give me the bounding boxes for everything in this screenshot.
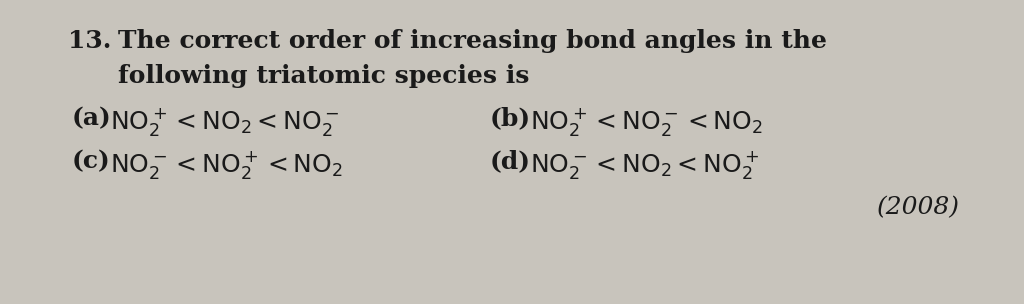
- Text: (c): (c): [72, 149, 111, 173]
- Text: $\mathrm{NO_2^-} < \mathrm{NO_2} < \mathrm{NO_2^+}$: $\mathrm{NO_2^-} < \mathrm{NO_2} < \math…: [530, 149, 760, 181]
- Text: (b): (b): [490, 106, 531, 130]
- Text: $\mathrm{NO_2^-} < \mathrm{NO_2^+} < \mathrm{NO_2}$: $\mathrm{NO_2^-} < \mathrm{NO_2^+} < \ma…: [110, 149, 343, 181]
- Text: (a): (a): [72, 106, 112, 130]
- Text: (2008): (2008): [877, 196, 961, 219]
- Text: $\mathrm{NO_2^+} < \mathrm{NO_2^-} < \mathrm{NO_2}$: $\mathrm{NO_2^+} < \mathrm{NO_2^-} < \ma…: [530, 106, 763, 138]
- Text: The correct order of increasing bond angles in the: The correct order of increasing bond ang…: [118, 29, 827, 53]
- Text: following triatomic species is: following triatomic species is: [118, 64, 529, 88]
- Text: $\mathrm{NO_2^+} < \mathrm{NO_2} < \mathrm{NO_2^-}$: $\mathrm{NO_2^+} < \mathrm{NO_2} < \math…: [110, 106, 340, 138]
- Text: 13.: 13.: [68, 29, 112, 53]
- Text: (d): (d): [490, 149, 531, 173]
